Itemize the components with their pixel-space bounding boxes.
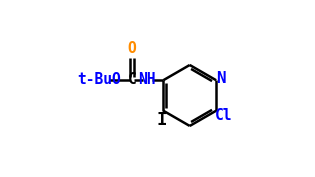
Text: N: N (216, 71, 226, 86)
Text: C: C (128, 72, 136, 87)
Text: Cl: Cl (215, 108, 233, 122)
Text: NH: NH (138, 72, 156, 87)
Text: t-BuO: t-BuO (77, 72, 121, 87)
Text: I: I (156, 111, 167, 129)
Text: O: O (128, 41, 136, 56)
